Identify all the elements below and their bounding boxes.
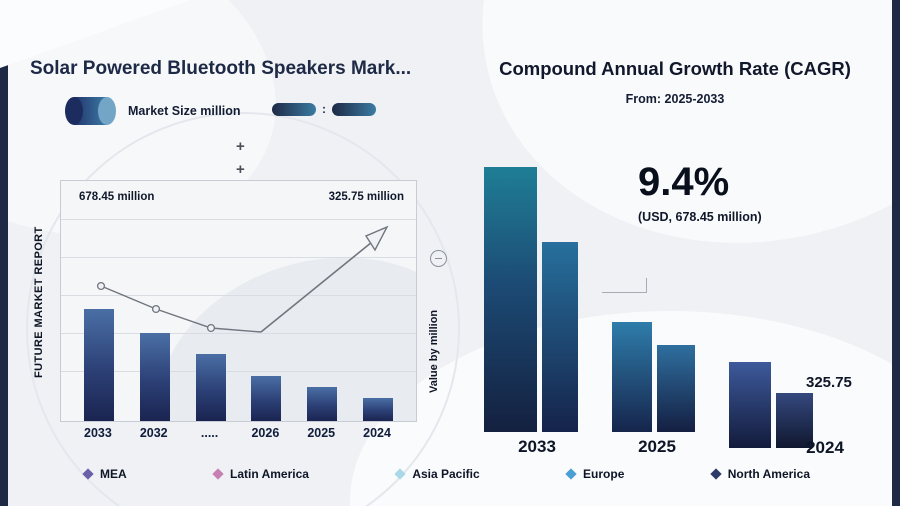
legend-label: Latin America bbox=[230, 467, 309, 481]
right-xlabel-2033: 2033 bbox=[518, 437, 556, 456]
left-y-axis-label: FUTURE MARKET REPORT bbox=[33, 226, 45, 378]
grid-line bbox=[61, 257, 416, 258]
cagr-bar-2025-b bbox=[657, 345, 695, 432]
right-edge-bar bbox=[892, 0, 900, 506]
right-chart-subtitle: From: 2025-2033 bbox=[625, 92, 725, 106]
grid-line bbox=[61, 295, 416, 296]
callout-line bbox=[602, 278, 647, 293]
legend-item-europe: Europe bbox=[565, 467, 625, 481]
annotation-end-value: 325.75 million bbox=[328, 191, 404, 203]
left-chart-area: 678.45 million 325.75 million bbox=[60, 180, 417, 422]
right-xlabel-2025: 2025 bbox=[638, 437, 676, 456]
left-xaxis-label: 2033 bbox=[84, 426, 112, 440]
left-xaxis-label: 2032 bbox=[139, 426, 168, 440]
trend-arrow bbox=[96, 225, 389, 333]
value-annotation-2024: 325.75 bbox=[806, 374, 852, 391]
annotation-start-value: 678.45 million bbox=[79, 191, 155, 203]
left-edge-bar bbox=[0, 0, 8, 506]
legend-label: MEA bbox=[100, 467, 127, 481]
region-legend: MEA Latin America Asia Pacific Europe North … bbox=[82, 464, 810, 484]
cagr-bar-2025-a bbox=[612, 322, 652, 432]
circle-minus-icon bbox=[430, 250, 447, 267]
bar-group-2025 bbox=[612, 322, 695, 432]
diamond-icon bbox=[82, 468, 94, 480]
legend-label: Asia Pacific bbox=[412, 467, 480, 481]
legend-item-asia-pacific: Asia Pacific bbox=[394, 467, 480, 481]
market-bar-2025 bbox=[307, 387, 338, 421]
grid-line bbox=[61, 371, 416, 372]
diamond-icon bbox=[212, 468, 224, 480]
market-bar-2032 bbox=[139, 333, 170, 421]
cagr-bar-2024-a bbox=[729, 362, 771, 448]
diamond-icon bbox=[394, 468, 406, 480]
plus-icon: + bbox=[236, 161, 245, 178]
market-size-label: Market Size million bbox=[128, 104, 241, 118]
left-bars-track bbox=[71, 181, 406, 421]
cagr-bar-2024-b bbox=[776, 393, 813, 448]
legend-label: Europe bbox=[583, 467, 625, 481]
left-xaxis-label: 2024 bbox=[363, 426, 391, 440]
legend-item-mea: MEA bbox=[82, 467, 127, 481]
plus-icon: + bbox=[236, 138, 245, 155]
right-xlabel-2024: 2024 bbox=[806, 438, 844, 457]
pill-icon bbox=[332, 102, 376, 116]
right-chart-title: Compound Annual Growth Rate (CAGR) bbox=[499, 58, 851, 79]
diamond-icon bbox=[565, 468, 577, 480]
left-xaxis-label: 2026 bbox=[251, 426, 280, 440]
right-y-axis-label: Value by million bbox=[428, 309, 440, 393]
market-bar-2033 bbox=[83, 309, 114, 421]
cagr-note: (USD, 678.45 million) bbox=[638, 210, 762, 224]
left-xaxis-label: ..... bbox=[200, 426, 219, 440]
market-bar-2024 bbox=[363, 398, 394, 421]
diamond-icon bbox=[710, 468, 722, 480]
background-circle-outline bbox=[26, 112, 460, 506]
legend-item-latin-america: Latin America bbox=[212, 467, 309, 481]
cagr-bar-2033-a bbox=[484, 167, 537, 432]
cagr-value: 9.4% bbox=[638, 160, 730, 204]
cylinder-icon bbox=[65, 97, 116, 125]
bar-group-2024 bbox=[729, 362, 813, 448]
legend-label: North America bbox=[727, 467, 810, 481]
left-xaxis-label: 2025 bbox=[307, 426, 336, 440]
scale-pills: : bbox=[272, 102, 376, 116]
cagr-bar-2033-b bbox=[542, 242, 578, 432]
market-bar-2026 bbox=[251, 376, 282, 421]
colon-separator: : bbox=[322, 102, 326, 116]
bar-group-2033 bbox=[484, 167, 578, 432]
legend-item-north-america: North America bbox=[710, 467, 810, 481]
minus-glyph bbox=[435, 257, 442, 260]
grid-line bbox=[61, 219, 416, 220]
left-xaxis: 2033 2032..... 2026 2025 2024 bbox=[60, 426, 415, 440]
pill-icon bbox=[272, 102, 316, 116]
grid-line bbox=[61, 333, 416, 334]
market-bar-mid-years bbox=[195, 354, 226, 421]
market-size-legend: Market Size million bbox=[64, 96, 241, 126]
corner-triangle bbox=[0, 0, 190, 68]
